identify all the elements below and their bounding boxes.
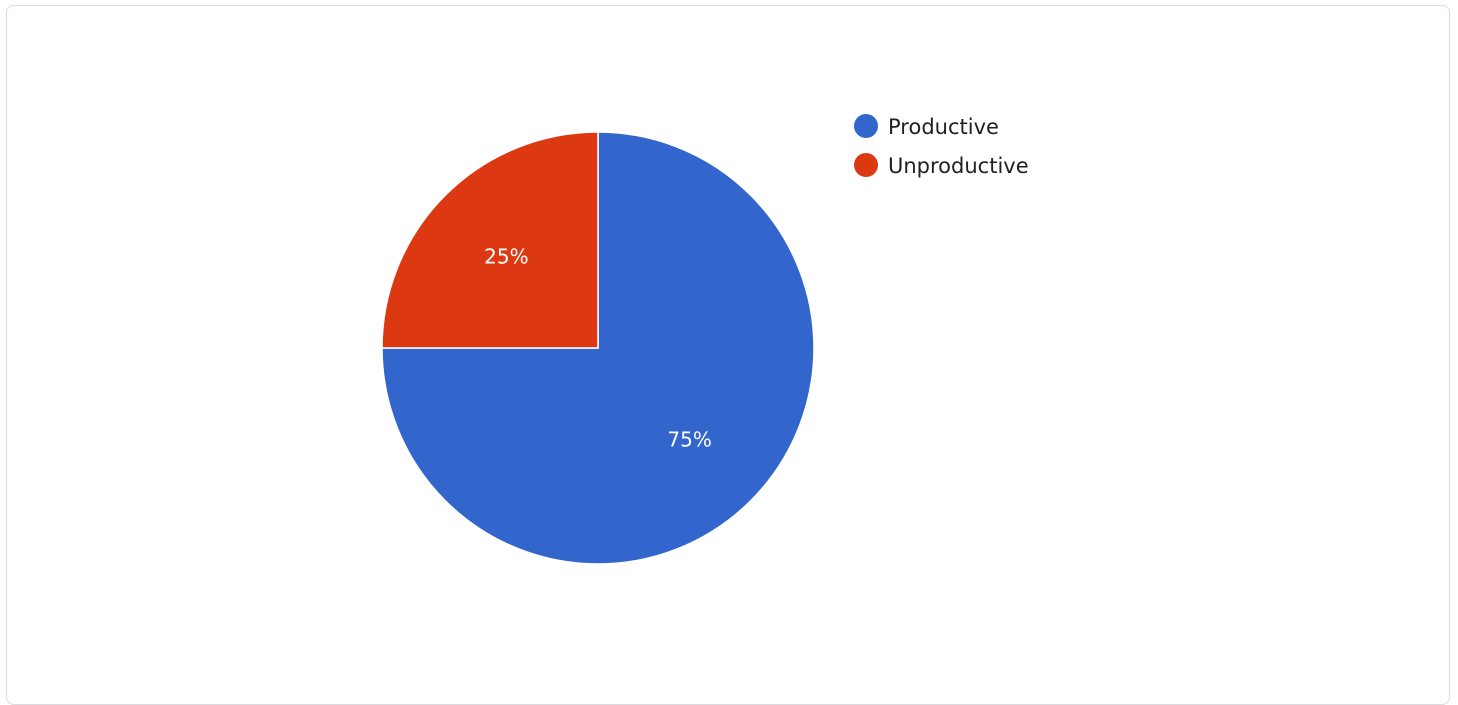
pie-slice-unproductive[interactable] — [381, 131, 599, 349]
legend-swatch-unproductive — [854, 153, 878, 177]
slice-label-productive: 75% — [667, 428, 711, 452]
slice-label-unproductive: 25% — [484, 244, 528, 268]
legend-label-unproductive: Unproductive — [888, 154, 1029, 178]
legend-swatch-productive — [854, 114, 878, 138]
legend-item-unproductive[interactable]: Unproductive — [854, 153, 1029, 178]
pie-slices — [381, 131, 815, 565]
legend-label-productive: Productive — [888, 115, 999, 139]
pie-slice-labels: 75% 25% — [484, 244, 712, 451]
legend-item-productive[interactable]: Productive — [854, 114, 999, 139]
legend[interactable]: Productive Unproductive — [854, 114, 1029, 178]
